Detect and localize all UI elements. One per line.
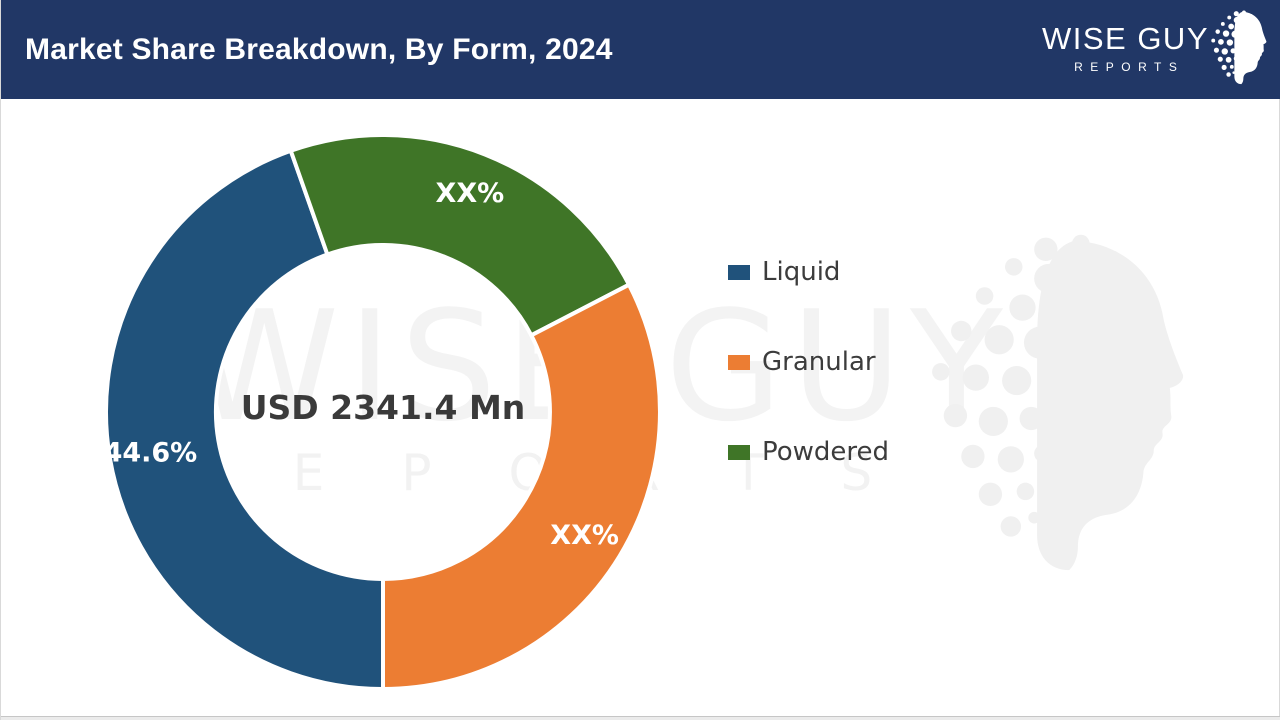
header-bar: Market Share Breakdown, By Form, 2024 WI… (1, 0, 1280, 99)
donut-segment-granular (381, 282, 662, 691)
logo-face-icon (1203, 8, 1267, 86)
page-title: Market Share Breakdown, By Form, 2024 (25, 33, 613, 66)
legend-label-powdered: Powdered (762, 437, 890, 467)
chart-legend: Liquid Granular Powdered (728, 256, 889, 526)
legend-item-liquid: Liquid (728, 256, 889, 288)
segment-value-label-liquid: 44.6% (104, 437, 198, 468)
chart-center-value: USD 2341.4 Mn (240, 388, 526, 427)
footer-strip (1, 716, 1280, 720)
segment-value-label-granular: XX% (550, 520, 619, 551)
legend-item-powdered: Powdered (728, 436, 889, 468)
logo-primary-text: WISE GUY (1041, 20, 1209, 56)
legend-label-liquid: Liquid (762, 257, 841, 287)
watermark-face-logo-icon (894, 226, 1186, 576)
legend-swatch-granular (728, 354, 750, 370)
segment-value-label-powdered: XX% (436, 178, 505, 209)
legend-item-granular: Granular (728, 346, 889, 378)
legend-swatch-liquid (728, 264, 750, 280)
donut-segment-powdered (288, 133, 631, 338)
logo-secondary-text: REPORTS (1074, 59, 1185, 74)
wise-guy-reports-logo: WISE GUY REPORTS (1042, 8, 1267, 86)
logo-text: WISE GUY REPORTS (1042, 21, 1209, 74)
legend-swatch-powdered (728, 444, 750, 460)
legend-label-granular: Granular (762, 347, 876, 377)
